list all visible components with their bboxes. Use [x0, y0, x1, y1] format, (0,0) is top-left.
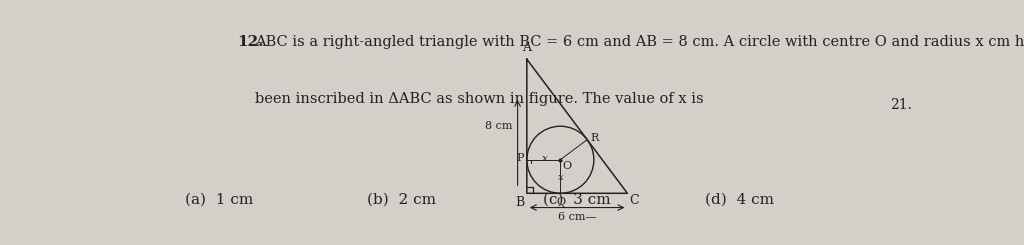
Text: (c)  3 cm: (c) 3 cm — [543, 193, 610, 207]
Text: C: C — [629, 194, 639, 207]
Text: (d)  4 cm: (d) 4 cm — [705, 193, 773, 207]
Text: Q: Q — [557, 197, 565, 207]
Text: A: A — [522, 41, 531, 54]
Text: R: R — [591, 133, 599, 143]
Text: 21.: 21. — [890, 98, 912, 112]
Text: O: O — [563, 161, 572, 172]
Text: B: B — [515, 196, 524, 209]
Text: ABC is a right-angled triangle with BC = 6 cm and AB = 8 cm. A circle with centr: ABC is a right-angled triangle with BC =… — [255, 35, 1024, 49]
Text: been inscribed in ΔABC as shown in figure. The value of x is: been inscribed in ΔABC as shown in figur… — [255, 92, 703, 106]
Text: x: x — [542, 154, 548, 163]
Text: P: P — [517, 153, 524, 163]
Text: (b)  2 cm: (b) 2 cm — [368, 193, 436, 207]
Text: (a)  1 cm: (a) 1 cm — [185, 193, 253, 207]
Text: x: x — [558, 173, 564, 182]
Text: 8 cm: 8 cm — [485, 121, 513, 131]
Text: 6 cm—: 6 cm— — [558, 212, 596, 222]
Text: 12.: 12. — [238, 35, 264, 49]
